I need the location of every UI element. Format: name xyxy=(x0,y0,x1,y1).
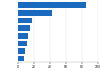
Bar xyxy=(18,48,25,54)
Bar xyxy=(18,33,28,38)
Bar xyxy=(18,10,52,16)
Bar xyxy=(18,18,32,23)
Bar xyxy=(18,56,24,61)
Bar xyxy=(18,2,86,8)
Bar xyxy=(18,41,27,46)
Bar xyxy=(18,25,30,31)
